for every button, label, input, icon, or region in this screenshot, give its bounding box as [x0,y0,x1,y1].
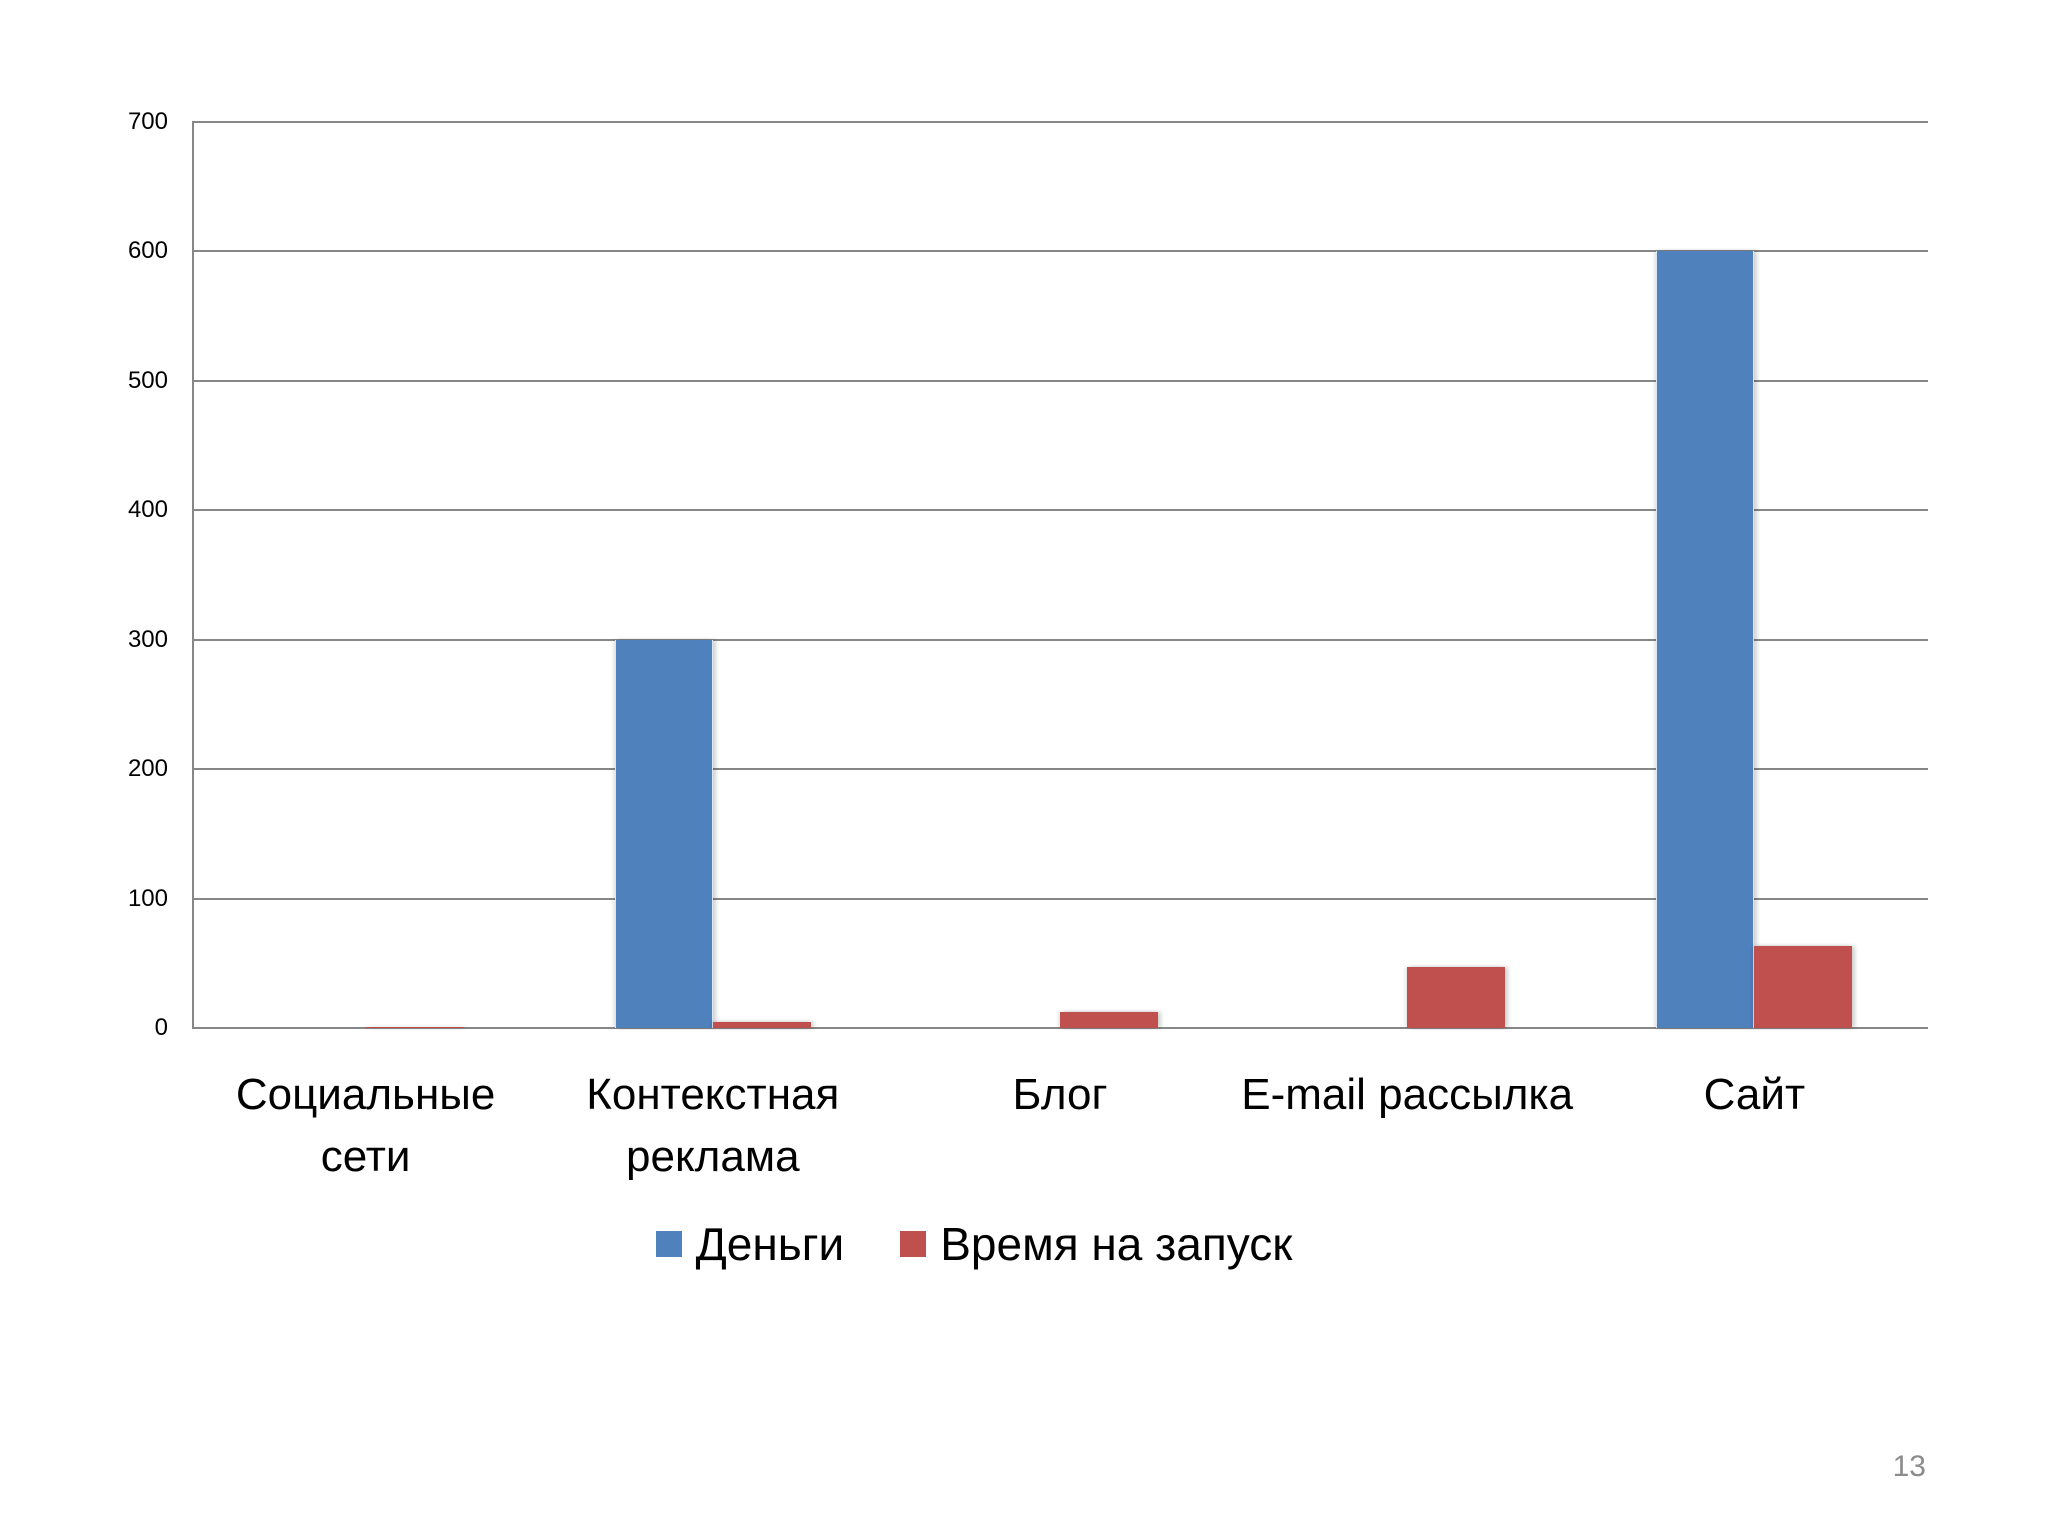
y-tick-label: 700 [127,108,168,135]
bar-launch-time [1754,946,1853,1028]
y-tick-label: 500 [127,366,168,394]
bar-money [614,639,713,1028]
gridline [192,250,1928,253]
gridline [192,509,1928,512]
y-tick-label: 400 [127,496,168,524]
y-tick-label: 300 [127,625,168,653]
category-label-line2: сети [320,1132,411,1181]
y-tick-label: 600 [127,237,168,265]
legend-swatch-launch-time-icon [900,1231,927,1257]
legend-swatch-money-icon [655,1231,682,1257]
bar-launch-time [365,1026,464,1028]
bar-launch-time [712,1021,811,1028]
y-tick-label: 100 [127,884,168,912]
y-axis-line [192,122,194,1028]
bar-launch-time [1407,967,1506,1028]
category-label-line1: Сайт [1703,1070,1806,1119]
gridline [192,638,1928,641]
category-label-line1: Контекстная [586,1070,840,1119]
category-label: Блог [886,1064,1233,1126]
gridline [192,1027,1928,1029]
category-label-line1: Социальные [235,1070,496,1119]
plot-area [192,121,1928,1029]
category-label: Социальные сети [192,1064,539,1188]
legend: Деньги Время на запуск [0,1212,2048,1276]
page-number: 13 [1892,1450,1926,1483]
category-label: Сайт [1581,1064,1928,1126]
legend-label-launch-time: Время на запуск [940,1218,1293,1270]
legend-label-money: Деньги [695,1218,845,1270]
gridline [192,379,1928,382]
category-label: Контекстная реклама [539,1064,886,1188]
category-label-line2: реклама [626,1132,800,1181]
y-tick-label: 200 [127,755,168,783]
bar-money [1656,251,1755,1028]
gridline [192,768,1928,771]
legend-item-launch-time: Время на запуск [900,1214,1292,1274]
y-tick-label: 0 [154,1014,168,1041]
category-label-line1: E-mail рассылка [1241,1070,1574,1119]
legend-item-money: Деньги [655,1214,845,1274]
category-label: E-mail рассылка [1234,1064,1581,1126]
bar-launch-time [1060,1012,1158,1028]
gridline [192,897,1928,900]
category-label-line1: Блог [1012,1070,1108,1119]
gridline [192,121,1928,123]
